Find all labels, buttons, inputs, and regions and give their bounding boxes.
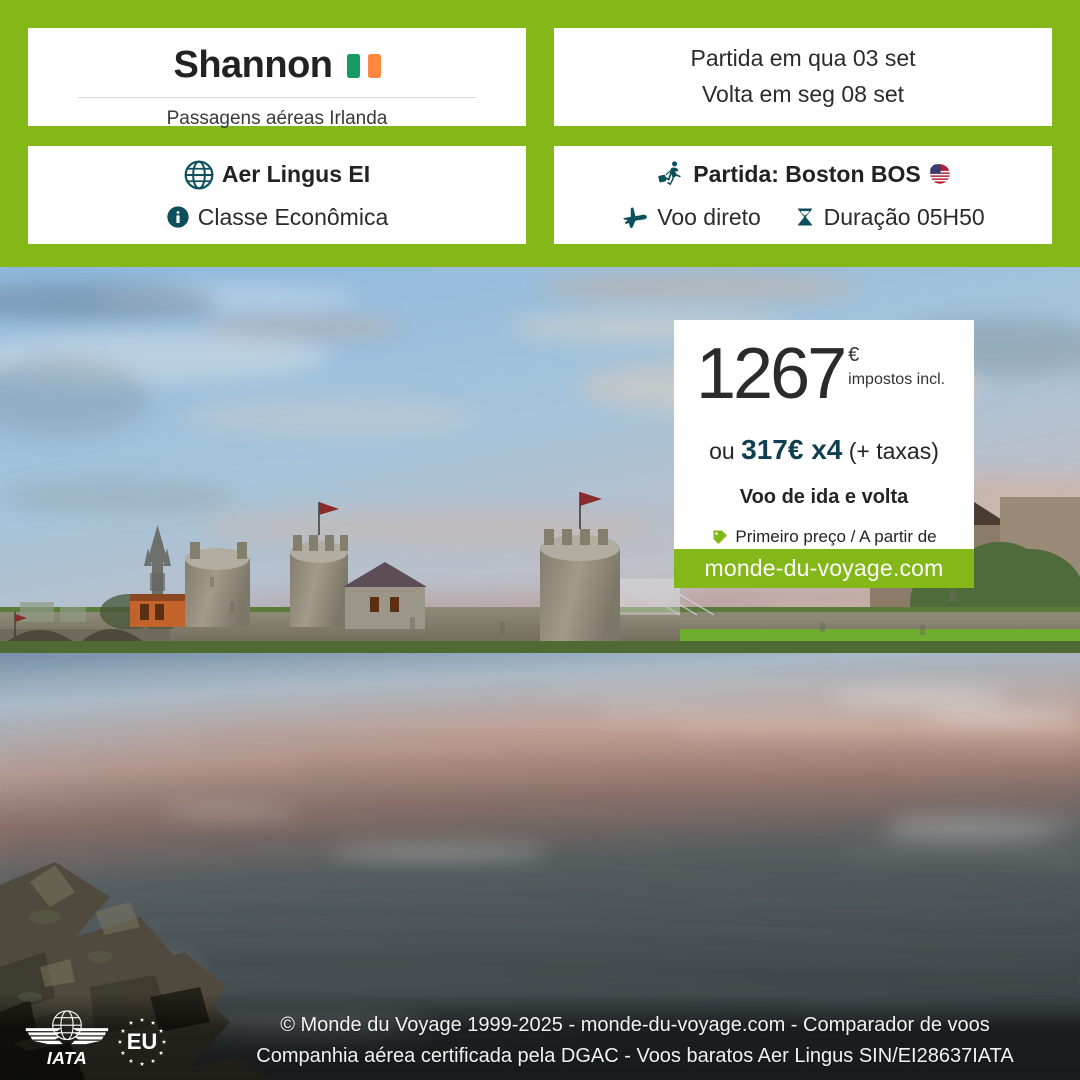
svg-text:IATA: IATA <box>47 1048 87 1066</box>
svg-text:EU: EU <box>127 1029 158 1054</box>
